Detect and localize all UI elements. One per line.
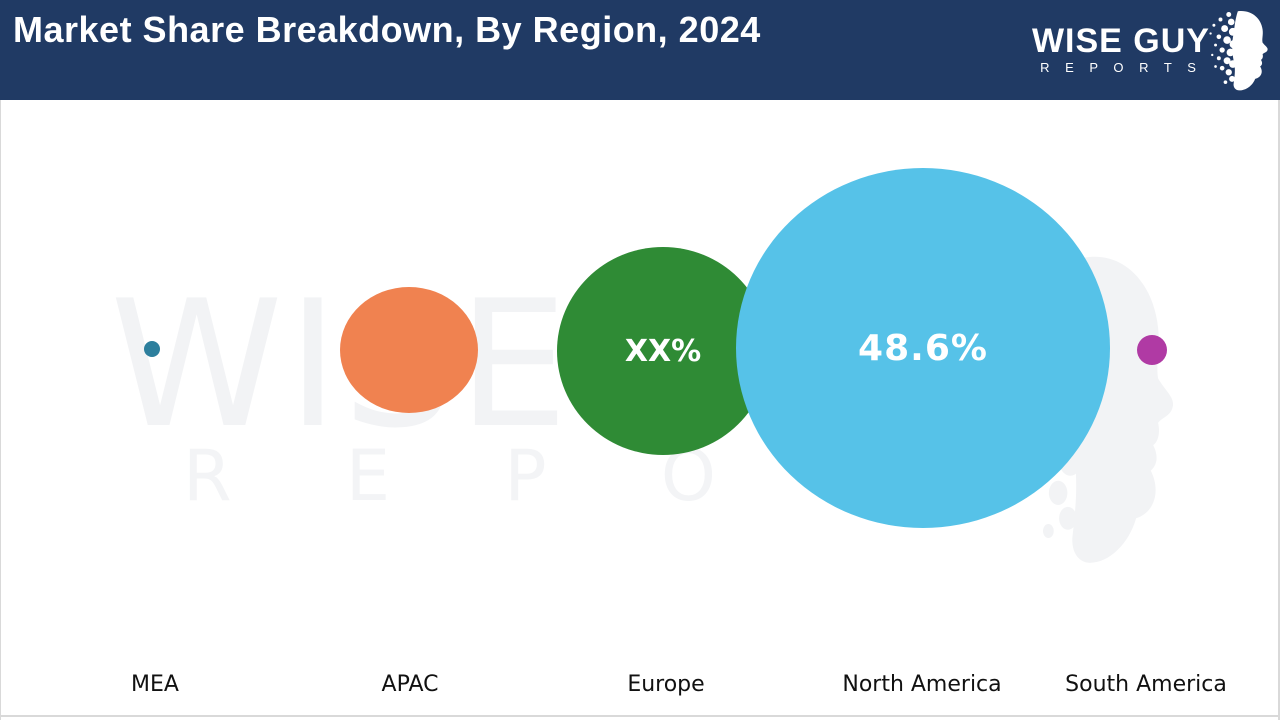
category-label-europe: Europe: [627, 672, 705, 697]
bubble-north-america-value-label: 48.6%: [858, 327, 988, 369]
bubble-europe: XX%: [557, 247, 769, 455]
logo-brand-line1: WISE GUY: [1031, 22, 1210, 61]
header-bar: Market Share Breakdown, By Region, 2024 …: [0, 0, 1280, 100]
bubble-mea: [144, 341, 160, 357]
page-title: Market Share Breakdown, By Region, 2024: [13, 9, 761, 50]
bubble-europe-value-label: XX%: [624, 333, 702, 369]
logo-text: WISE GUY R E P O R T S: [1032, 24, 1210, 75]
category-label-apac: APAC: [381, 672, 439, 697]
left-border-line: [0, 100, 1, 720]
wise-guy-reports-logo: WISE GUY R E P O R T S: [1032, 4, 1270, 96]
watermark-wise-text: WISE: [110, 278, 572, 453]
category-label-north-america: North America: [842, 672, 1002, 697]
bubble-north-america: 48.6%: [736, 168, 1110, 528]
logo-face-icon: [1204, 8, 1270, 92]
category-label-south-america: South America: [1065, 672, 1227, 697]
right-border-line: [1278, 100, 1280, 720]
category-label-mea: MEA: [131, 672, 179, 697]
bubble-south-america: [1137, 335, 1167, 365]
logo-brand-line2: R E P O R T S: [1040, 60, 1202, 76]
bubble-apac: [340, 287, 478, 413]
bottom-border-line: [0, 715, 1280, 717]
